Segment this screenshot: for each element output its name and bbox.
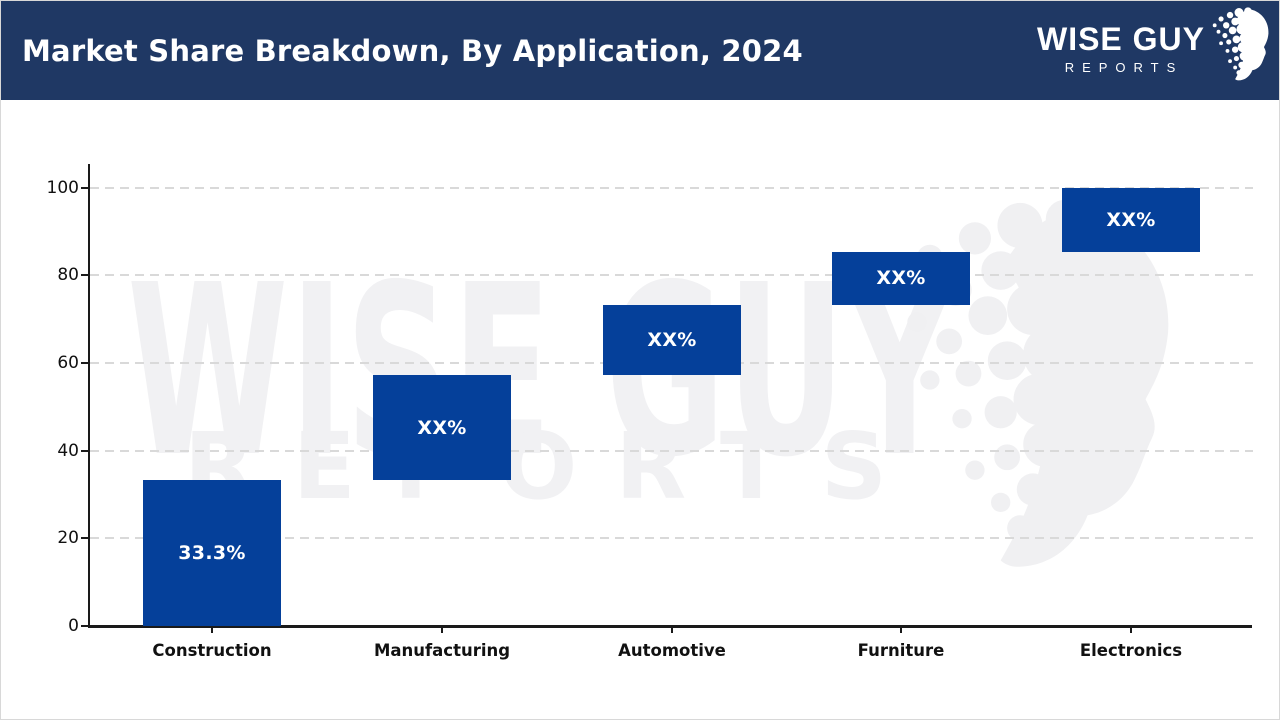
gridline-y-100 [90, 186, 1253, 189]
bar-value-label-automotive: XX% [647, 329, 697, 352]
bar-segment-furniture: XX% [832, 251, 970, 305]
y-axis-tick-label: 40 [57, 440, 79, 461]
brand-logo: WISE GUY REPORTS [1037, 7, 1271, 91]
bar-segment-electronics: XX% [1062, 187, 1200, 252]
gridline-y-40 [90, 449, 1253, 452]
x-axis-tick-furniture [900, 627, 902, 633]
x-axis-label-electronics: Electronics [1079, 641, 1183, 660]
gridline-y-20 [90, 537, 1253, 540]
bar-segment-manufacturing: XX% [373, 375, 511, 480]
bar-value-label-furniture: XX% [876, 267, 926, 290]
dotted-head-logo-icon [1207, 7, 1271, 91]
y-axis-tick-label: 100 [46, 177, 79, 198]
y-axis-tick [81, 449, 88, 452]
y-axis-tick [81, 361, 88, 364]
brand-logo-text: WISE GUY REPORTS [1037, 23, 1205, 75]
y-axis-tick [81, 537, 88, 540]
bar-segment-automotive: XX% [603, 305, 741, 376]
y-axis-tick-label: 20 [57, 528, 79, 549]
brand-name: WISE GUY [1036, 21, 1205, 57]
watermark-brand-subtitle: REPORTS [184, 413, 926, 520]
x-axis-label-automotive: Automotive [618, 641, 726, 660]
bar-segment-construction: 33.3% [143, 479, 281, 626]
x-axis-label-manufacturing: Manufacturing [373, 641, 511, 660]
y-axis-tick-label: 0 [68, 616, 79, 636]
y-axis-tick-label: 60 [57, 352, 79, 373]
y-axis-tick [81, 186, 88, 189]
gridline-y-80 [90, 274, 1253, 277]
x-axis-tick-manufacturing [441, 627, 443, 633]
brand-subtitle: REPORTS [1064, 60, 1184, 75]
y-axis-line [88, 164, 90, 627]
x-axis-tick-electronics [1130, 627, 1132, 633]
x-axis-label-furniture: Furniture [857, 641, 945, 660]
y-axis-tick [81, 625, 88, 627]
y-axis-tick-label: 80 [57, 265, 79, 286]
header-bar: Market Share Breakdown, By Application, … [1, 1, 1279, 100]
x-axis-line [88, 625, 1252, 628]
x-axis-tick-automotive [671, 627, 673, 633]
x-axis-label-construction: Construction [152, 641, 272, 660]
bar-value-label-manufacturing: XX% [417, 416, 467, 439]
page-title: Market Share Breakdown, By Application, … [22, 33, 803, 68]
x-axis-tick-construction [211, 627, 213, 633]
bar-value-label-construction: 33.3% [178, 541, 246, 564]
bar-value-label-electronics: XX% [1106, 208, 1156, 231]
y-axis-tick [81, 274, 88, 277]
